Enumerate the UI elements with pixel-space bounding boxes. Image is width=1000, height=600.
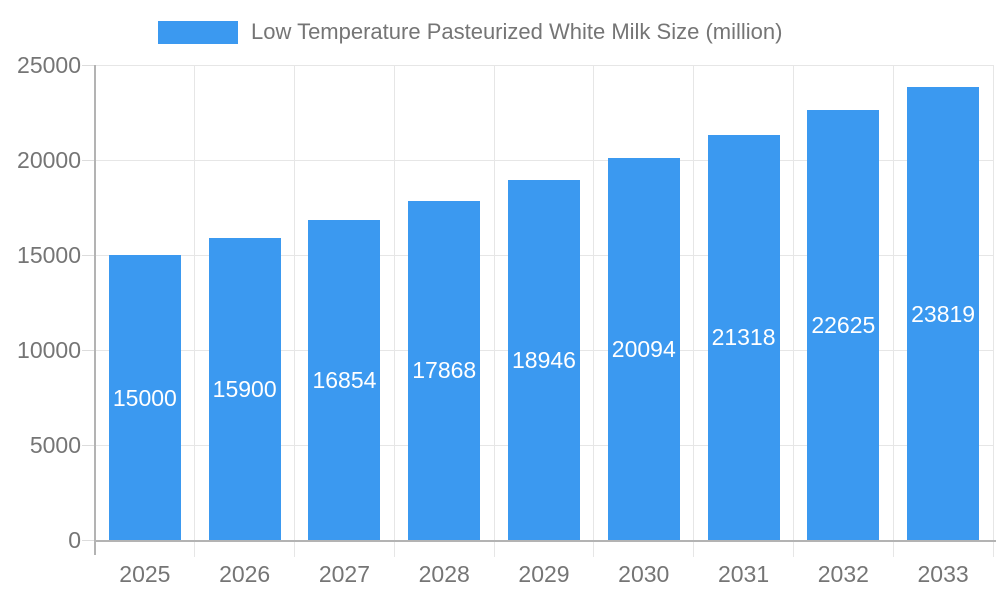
y-tick xyxy=(82,64,94,66)
x-gridline xyxy=(693,65,695,557)
bar-2032[interactable] xyxy=(807,110,880,540)
bar-2031[interactable] xyxy=(707,134,780,540)
y-tick-label: 15000 xyxy=(17,242,81,268)
y-tick-label: 10000 xyxy=(17,337,81,363)
x-tick-label: 2028 xyxy=(418,561,470,587)
x-tick-label: 2031 xyxy=(717,561,770,587)
x-gridline xyxy=(393,65,395,557)
x-gridline xyxy=(792,65,794,557)
chart-legend[interactable]: Low Temperature Pasteurized White Milk S… xyxy=(158,20,782,44)
bar-value-label: 22625 xyxy=(811,312,876,339)
bar-2030[interactable] xyxy=(607,158,680,540)
y-tick xyxy=(82,444,94,446)
y-tick xyxy=(82,349,94,351)
x-tick-label: 2027 xyxy=(318,561,371,587)
y-axis-line xyxy=(94,65,96,555)
bar-2025[interactable] xyxy=(108,255,181,540)
y-tick-label: 20000 xyxy=(17,147,81,173)
x-tick-label: 2030 xyxy=(618,561,670,587)
legend-label: Low Temperature Pasteurized White Milk S… xyxy=(251,19,783,44)
x-gridline xyxy=(294,65,296,557)
bar-2029[interactable] xyxy=(508,180,580,540)
bar-value-label: 18946 xyxy=(512,347,576,373)
x-gridline xyxy=(593,65,595,557)
x-tick-label: 2032 xyxy=(817,561,869,587)
x-tick-label: 2033 xyxy=(917,561,969,587)
y-tick-label: 5000 xyxy=(29,432,81,458)
bar-value-label: 15900 xyxy=(212,375,277,402)
bar-value-label: 17868 xyxy=(412,357,477,384)
bar-2027[interactable] xyxy=(308,219,381,540)
x-gridline xyxy=(194,65,196,557)
bar-value-label: 20094 xyxy=(611,336,676,363)
bar-2033[interactable] xyxy=(907,87,980,540)
x-gridline xyxy=(493,65,495,557)
y-tick-label: 0 xyxy=(68,527,81,553)
x-gridline xyxy=(892,65,894,557)
x-axis-line xyxy=(94,540,996,542)
x-tick-label: 2026 xyxy=(219,561,271,587)
x-tick-label: 2025 xyxy=(119,561,171,587)
bar-2026[interactable] xyxy=(208,237,281,540)
y-gridline xyxy=(95,64,993,66)
x-gridline xyxy=(992,65,994,557)
y-tick xyxy=(82,539,94,541)
bar-value-label: 15000 xyxy=(112,384,177,411)
bar-value-label: 16854 xyxy=(312,366,377,393)
y-gridline xyxy=(95,159,993,161)
legend-swatch xyxy=(158,20,238,44)
x-tick-label: 2029 xyxy=(518,561,570,587)
y-tick xyxy=(82,159,94,161)
bar-value-label: 23819 xyxy=(911,300,976,327)
y-tick xyxy=(82,254,94,256)
bar-2028[interactable] xyxy=(408,200,481,540)
y-tick-label: 25000 xyxy=(17,52,81,78)
bar-value-label: 21318 xyxy=(711,324,776,351)
